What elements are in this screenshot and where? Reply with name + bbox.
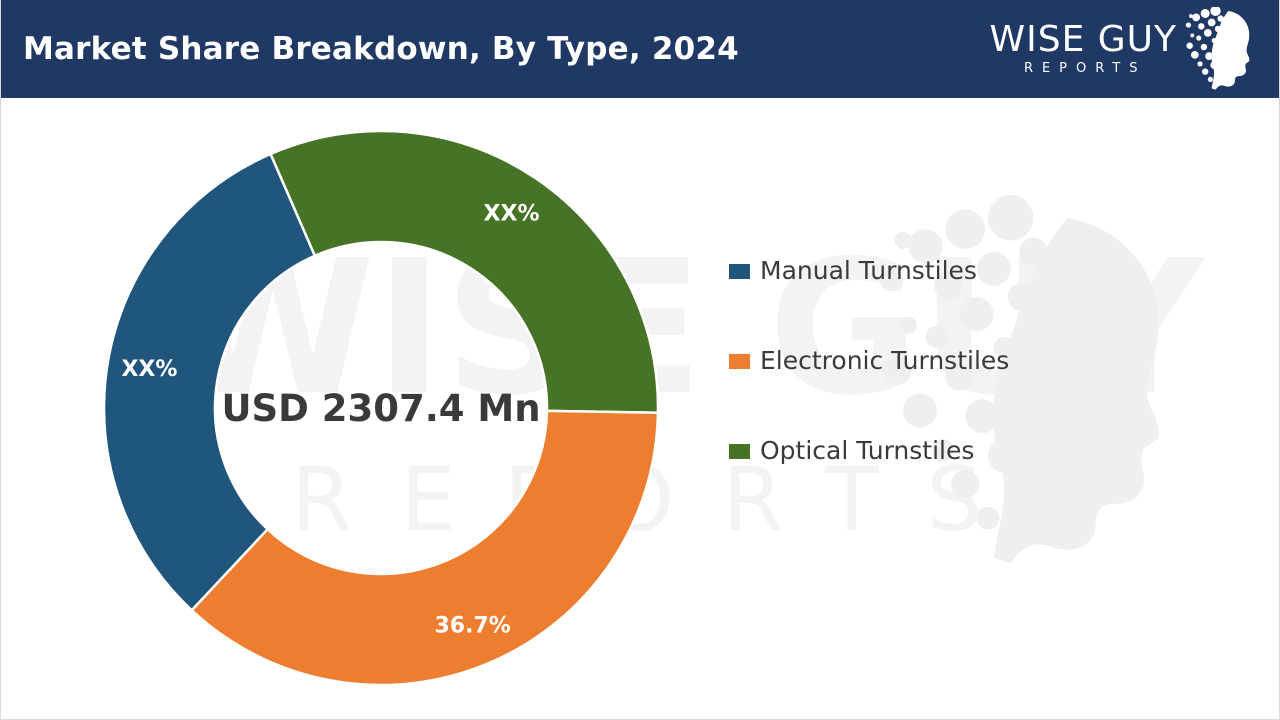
wise-guy-reports-logo: WISE GUY REPORTS (990, 7, 1280, 91)
page-title: Market Share Breakdown, By Type, 2024 (23, 31, 739, 67)
logo-subtitle: REPORTS (1023, 61, 1147, 76)
legend-label: Optical Turnstiles (760, 436, 975, 465)
slice-electronic-turnstiles (190, 409, 660, 687)
slice-label-manual-turnstiles: XX% (121, 357, 177, 382)
legend-swatch-manual (729, 263, 750, 279)
legend-label: Manual Turnstiles (760, 256, 977, 285)
logo-wordmark: WISE GUY (989, 19, 1177, 60)
header-bar: Market Share Breakdown, By Type, 2024 WI… (1, 0, 1279, 98)
legend-swatch-electronic (729, 353, 750, 369)
slice-label-electronic-turnstiles: 36.7% (435, 613, 511, 638)
legend-item-optical-turnstiles: Optical Turnstiles (729, 436, 1009, 466)
slice-label-optical-turnstiles: XX% (484, 202, 540, 227)
legend-item-electronic-turnstiles: Electronic Turnstiles (729, 346, 1009, 376)
slice-optical-turnstiles (269, 129, 660, 414)
logo-text: WISE GUY REPORTS (990, 21, 1178, 77)
legend-item-manual-turnstiles: Manual Turnstiles (729, 256, 1009, 286)
chart-legend: Manual Turnstiles Electronic Turnstiles … (729, 256, 1009, 526)
slice-manual-turnstiles (102, 152, 317, 612)
legend-swatch-optical (729, 443, 750, 459)
dotted-face-icon (1185, 7, 1250, 90)
legend-label: Electronic Turnstiles (760, 346, 1010, 375)
chart-center-value: USD 2307.4 Mn (221, 387, 540, 430)
